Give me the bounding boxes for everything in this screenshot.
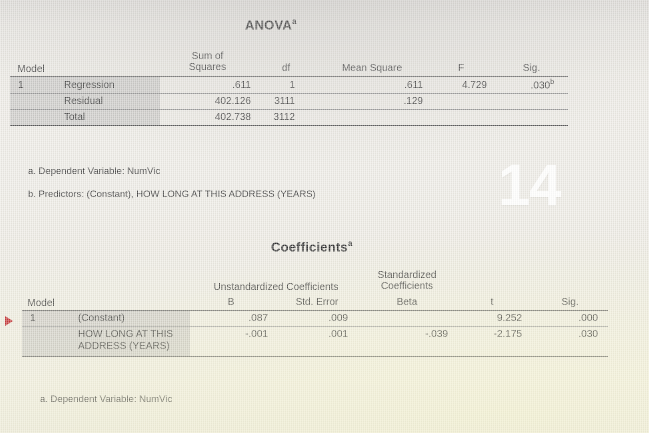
- table-row: 1 Regression .611 1 .611 4.729 .030b: [10, 76, 568, 94]
- coefficients-row-predictor-constant: (Constant): [60, 310, 190, 327]
- coefficients-header-std-error: Std. Error: [272, 294, 362, 311]
- page-number-watermark: 14: [498, 153, 562, 218]
- anova-title-superscript: a: [291, 17, 297, 26]
- anova-row-source-residual: Residual: [52, 93, 160, 110]
- anova-residual-f: [427, 93, 495, 110]
- anova-row-source-total: Total: [52, 109, 160, 126]
- anova-regression-mean-square: .611: [317, 76, 427, 94]
- coefficients-model-spacer: [22, 326, 60, 357]
- anova-residual-sig: [495, 93, 568, 110]
- anova-table: Model Sum of Squares df Mean Square F Si…: [10, 50, 568, 126]
- anova-row-source-regression: Regression: [52, 76, 160, 94]
- anova-header-sum-of-squares-line1: Sum of: [191, 51, 224, 62]
- anova-regression-sig-superscript: b: [550, 78, 554, 86]
- coefficients-address-std-error: .001: [272, 326, 362, 357]
- coefficients-group-spacer-1: [22, 269, 60, 295]
- anova-regression-sig: .030b: [495, 76, 568, 94]
- anova-regression-sum-of-squares: .611: [160, 76, 255, 94]
- anova-regression-sig-value: .030: [530, 79, 551, 91]
- anova-header-row: Model Sum of Squares df Mean Square F Si…: [10, 50, 568, 77]
- anova-header-sum-of-squares-line2: Squares: [188, 61, 227, 73]
- anova-model-spacer-1: [10, 93, 52, 110]
- coefficients-predictor-address-line1: HOW LONG AT THIS: [78, 328, 174, 340]
- anova-header-sum-of-squares: Sum of Squares: [160, 50, 255, 77]
- coefficients-header-t: t: [452, 294, 532, 311]
- anova-header-model: Model: [10, 50, 52, 77]
- table-row: 1 (Constant) .087 .009 9.252 .000: [22, 310, 608, 327]
- coefficients-predictor-address-line2: ADDRESS (YEARS): [78, 341, 170, 353]
- anova-header-sig: Sig.: [495, 50, 568, 77]
- anova-total-df: 3112: [255, 109, 317, 126]
- coefficients-constant-t: 9.252: [452, 310, 532, 327]
- table-row: Total 402.738 3112: [10, 109, 568, 126]
- coefficients-group-standardized-line2: Coefficients: [380, 280, 434, 292]
- anova-total-sig: [495, 109, 568, 126]
- anova-header-f: F: [427, 50, 495, 77]
- anova-regression-df: 1: [255, 76, 317, 94]
- red-arrow-marker-icon: [5, 316, 13, 326]
- coefficients-title-superscript: a: [347, 239, 353, 248]
- coefficients-group-standardized-line1: Standardized: [377, 270, 437, 281]
- anova-total-f: [427, 109, 495, 126]
- coefficients-header-row: Model B Std. Error Beta t Sig.: [22, 294, 608, 311]
- coefficients-group-spacer-3: [452, 269, 532, 295]
- coefficients-title-text: Coefficients: [271, 239, 348, 255]
- coefficients-model-number: 1: [22, 310, 60, 327]
- anova-residual-mean-square: .129: [317, 93, 427, 110]
- anova-footnote-a: a. Dependent Variable: NumVic: [28, 166, 161, 177]
- coefficients-footnote-a: a. Dependent Variable: NumVic: [40, 394, 173, 405]
- coefficients-constant-beta: [362, 310, 452, 327]
- coefficients-constant-b: .087: [190, 310, 272, 327]
- coefficients-constant-sig: .000: [532, 310, 608, 327]
- coefficients-address-sig: .030: [532, 326, 608, 357]
- coefficients-group-spacer-4: [532, 269, 608, 295]
- anova-residual-df: 3111: [255, 93, 317, 110]
- coefficients-header-sig: Sig.: [532, 294, 608, 311]
- coefficients-address-t: -2.175: [452, 326, 532, 357]
- table-row: Residual 402.126 3111 .129: [10, 93, 568, 110]
- anova-regression-f: 4.729: [427, 76, 495, 94]
- coefficients-table-grid: Unstandardized Coefficients Standardized…: [22, 269, 608, 357]
- anova-table-grid: Model Sum of Squares df Mean Square F Si…: [10, 50, 568, 126]
- coefficients-address-beta: -.039: [362, 326, 452, 357]
- anova-total-mean-square: [317, 109, 427, 126]
- coefficients-address-b: -.001: [190, 326, 272, 357]
- table-row: HOW LONG AT THIS ADDRESS (YEARS) -.001 .…: [22, 326, 608, 357]
- coefficients-table-title: Coefficientsa: [271, 239, 352, 254]
- anova-header-mean-square: Mean Square: [317, 50, 427, 77]
- coefficients-group-unstandardized: Unstandardized Coefficients: [213, 281, 339, 293]
- coefficients-group-header-row: Unstandardized Coefficients Standardized…: [22, 269, 608, 295]
- anova-model-spacer-2: [10, 109, 52, 126]
- anova-total-sum-of-squares: 402.738: [160, 109, 255, 126]
- anova-footnote-b: b. Predictors: (Constant), HOW LONG AT T…: [28, 189, 316, 200]
- anova-model-number: 1: [10, 76, 52, 94]
- coefficients-header-model: Model: [22, 294, 60, 311]
- coefficients-table: Unstandardized Coefficients Standardized…: [22, 269, 608, 357]
- anova-residual-sum-of-squares: 402.126: [160, 93, 255, 110]
- coefficients-row-predictor-address: HOW LONG AT THIS ADDRESS (YEARS): [60, 326, 190, 357]
- coefficients-group-spacer-2: [60, 269, 190, 295]
- anova-header-spacer: [52, 50, 160, 77]
- coefficients-header-beta: Beta: [362, 294, 452, 311]
- coefficients-header-b: B: [190, 294, 272, 311]
- anova-title-text: ANOVA: [245, 17, 292, 33]
- coefficients-constant-std-error: .009: [272, 310, 362, 327]
- coefficients-header-spacer: [60, 294, 190, 311]
- anova-table-title: ANOVAa: [245, 17, 297, 32]
- anova-header-df: df: [255, 50, 317, 77]
- coefficients-group-standardized: Standardized Coefficients: [362, 269, 452, 295]
